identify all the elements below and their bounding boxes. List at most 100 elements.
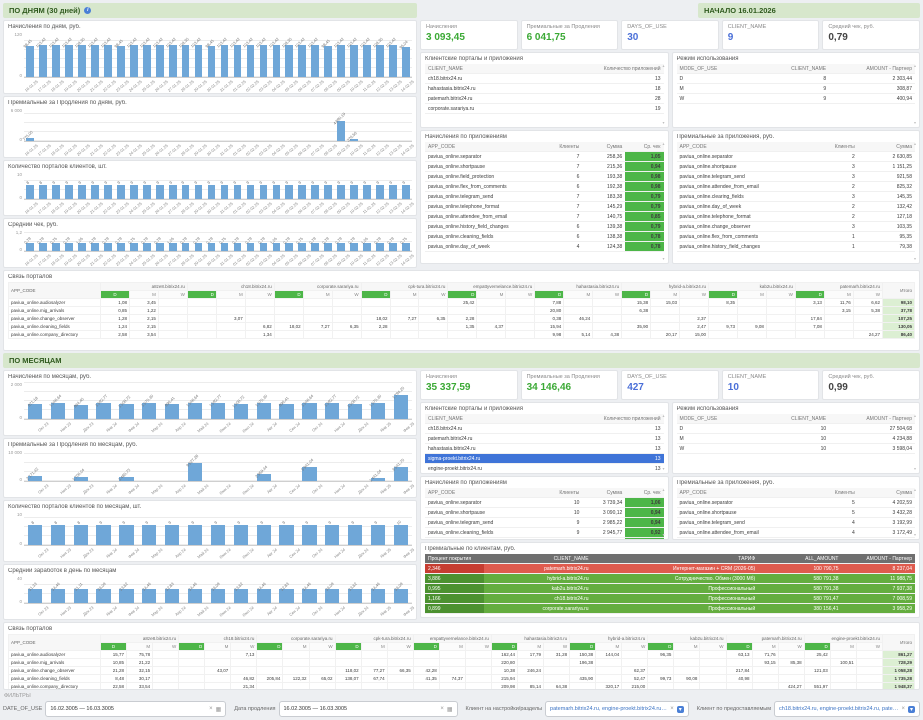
bar[interactable]: 103,42	[99, 36, 114, 77]
table-row[interactable]: paviua_online.company_directory 2,58 3,54 1…	[8, 330, 915, 339]
table-row[interactable]: paviua_online.cleaning_fields 9 2 945,77 0,…	[425, 527, 664, 539]
bar[interactable]: 0,79	[179, 236, 192, 251]
table-row[interactable]: ch18.bitrix24.ru 13	[425, 423, 664, 435]
scroll-up-icon[interactable]: ▴	[662, 487, 665, 493]
subcolumn-header[interactable]: W	[852, 290, 884, 299]
portal-column-header[interactable]: a8ze8.bitrix24.ru	[99, 634, 180, 644]
bar[interactable]: 0,79	[23, 236, 36, 251]
subcolumn-header[interactable]: M	[128, 290, 159, 299]
column-header[interactable]: Сумма	[857, 488, 915, 499]
bar[interactable]: 964,45	[70, 389, 92, 420]
subcolumn-header[interactable]: D	[490, 642, 519, 652]
subcolumn-header[interactable]: W	[152, 642, 180, 652]
table-row[interactable]: paviua_online.company_directory 22,58 33,5…	[8, 682, 915, 690]
bar[interactable]: 0,79	[192, 236, 205, 251]
bar[interactable]: 108,35	[372, 36, 386, 77]
bar[interactable]: 9	[321, 519, 343, 546]
bar[interactable]	[89, 115, 101, 141]
bar[interactable]: 9	[344, 519, 366, 546]
bar[interactable]	[361, 115, 373, 141]
bar[interactable]: 32,83	[276, 581, 298, 604]
bar[interactable]: 36,09	[207, 581, 229, 604]
bar[interactable]: 0,79	[334, 236, 347, 251]
subcolumn-header[interactable]: D	[334, 642, 362, 652]
bar[interactable]: 108,35	[281, 36, 295, 77]
total-column-header[interactable]: Итого	[882, 282, 915, 299]
bar[interactable]: 108,35	[73, 36, 88, 77]
bar[interactable]	[115, 115, 127, 141]
subcolumn-header[interactable]: D	[621, 290, 652, 299]
portal-column-header[interactable]: engine-proekt.bitrix24.ru	[803, 634, 884, 644]
bar[interactable]: 9	[76, 179, 88, 199]
column-header[interactable]: Клиенты	[544, 142, 583, 152]
bar[interactable]	[102, 115, 114, 141]
column-header[interactable]: Количество приложений	[591, 64, 664, 74]
bar[interactable]: 0,79	[243, 236, 256, 251]
portal-column-header[interactable]: cpk-tura.bitrix24.ru	[360, 282, 449, 291]
subcolumn-header[interactable]: M	[829, 642, 857, 652]
bar[interactable]	[154, 115, 166, 141]
table-row[interactable]: patemarh.bitrix24.ru 28	[425, 93, 664, 104]
bar[interactable]: 9	[138, 519, 160, 546]
bar[interactable]: 996,41	[276, 389, 298, 420]
bar[interactable]	[206, 115, 218, 141]
clear-icon[interactable]: ×	[901, 706, 905, 712]
bar[interactable]	[180, 115, 192, 141]
table-scrollbar[interactable]: ▴ ▾	[661, 63, 667, 125]
table-row[interactable]: paviua_online.mig_arrivals 0,85 1,22 20,80 6…	[8, 306, 915, 315]
bar[interactable]: 9	[309, 179, 321, 199]
bar[interactable]: 9	[270, 179, 282, 199]
total-column-header[interactable]: Итого	[882, 634, 915, 652]
bar[interactable]: 8	[37, 179, 49, 199]
column-header[interactable]: AMOUNT - Партнер	[841, 554, 915, 565]
bar[interactable]: 0,79	[88, 236, 101, 251]
bar[interactable]	[161, 457, 183, 481]
subcolumn-header[interactable]: D	[447, 290, 478, 299]
subcolumn-header[interactable]: M	[650, 290, 681, 299]
bar[interactable]: 103,42	[47, 36, 62, 77]
bar[interactable]: 1 046,64	[299, 389, 321, 420]
bar[interactable]: 0,79	[256, 236, 269, 251]
table-row[interactable]: paviua_online.attendee_from_email 4 3 172,…	[676, 527, 915, 539]
bar[interactable]: 9	[161, 519, 183, 546]
bar[interactable]: 1 008,72	[230, 389, 252, 420]
column-header[interactable]: Процент покрытия	[425, 554, 484, 565]
bar[interactable]: 36,09	[390, 581, 412, 604]
column-header[interactable]: APP_CODE	[425, 488, 545, 499]
bar[interactable]: 6 041,75	[390, 457, 412, 482]
bar[interactable]: 103,42	[294, 36, 308, 77]
subcolumn-header[interactable]: W	[592, 290, 623, 299]
subcolumn-header[interactable]: D	[360, 290, 391, 299]
column-header[interactable]: Сумма	[582, 142, 626, 152]
column-header[interactable]: MODE_OF_USE	[676, 414, 758, 425]
bar[interactable]: 33,62	[230, 581, 252, 604]
table-row[interactable]: paviua_online.cleaning_fields42 959,44	[676, 537, 915, 540]
bar[interactable]: 1 794,25	[390, 385, 412, 420]
bar[interactable]: 0,75	[295, 236, 308, 251]
table-row[interactable]: corporate.sarariya.ru 19	[425, 103, 664, 114]
bar[interactable]: 1 075,30	[253, 389, 275, 420]
table-row[interactable]: hahastasia.bitrix24.ru 13	[425, 443, 664, 455]
subcolumn-header[interactable]: D	[569, 642, 597, 652]
subcolumn-header[interactable]: M	[215, 290, 246, 299]
bar[interactable]: 103,42	[216, 36, 231, 77]
subcolumn-header[interactable]: D	[534, 290, 565, 299]
bar[interactable]: 103,42	[359, 36, 373, 77]
bar[interactable]: 9	[115, 179, 127, 199]
bar[interactable]: 0,79	[282, 236, 295, 251]
table-row[interactable]: paviua_online.shortpause 3 1 151,25	[676, 161, 915, 172]
bar[interactable]: 9	[180, 179, 192, 199]
column-header[interactable]: APP_CODE	[676, 142, 811, 152]
bar[interactable]: 98,45	[320, 38, 334, 77]
table-row[interactable]: paviua_online.mig_arrivals 10,85 21,22 220,…	[8, 658, 915, 668]
table-scrollbar[interactable]: ▴ ▾	[912, 141, 918, 261]
bar[interactable]	[400, 115, 412, 141]
subcolumn-header[interactable]: D	[186, 290, 217, 299]
bar[interactable]: 0,79	[153, 236, 166, 251]
table-row[interactable]: ch18.bitrix24.ru 13	[425, 73, 664, 84]
table-row[interactable]: paviua_online.shortpause 10 3 090,12 0,94	[425, 507, 664, 519]
bar[interactable]	[270, 115, 282, 141]
column-header[interactable]: Клиенты	[810, 488, 858, 499]
bar[interactable]: 1,05	[166, 236, 179, 251]
bar[interactable]: 8	[47, 519, 69, 546]
